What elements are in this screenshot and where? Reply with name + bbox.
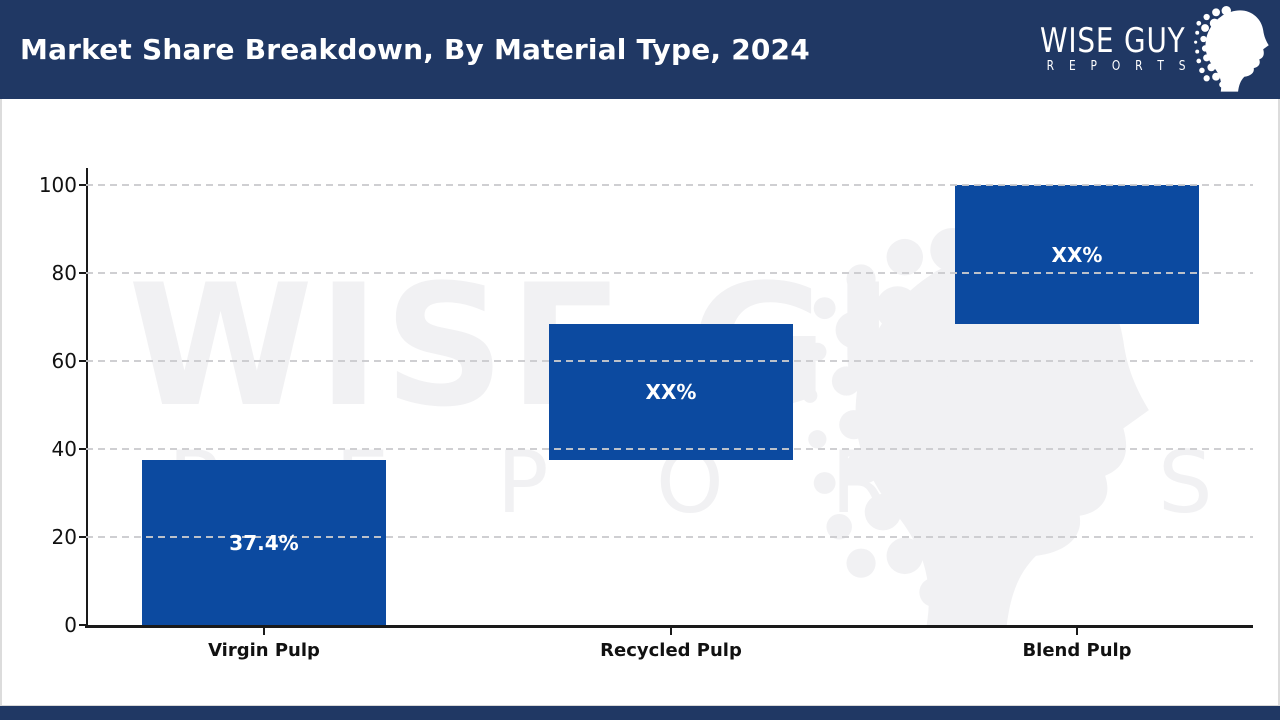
- y-tick-mark: [79, 536, 86, 538]
- gridline-80: [86, 272, 1253, 274]
- y-tick-label: 100: [38, 173, 77, 197]
- x-tick-mark: [1076, 627, 1078, 635]
- gridline-40: [86, 448, 1253, 450]
- x-axis-line: [85, 625, 1253, 628]
- header-bar: Market Share Breakdown, By Material Type…: [0, 0, 1280, 99]
- gridline-60: [86, 360, 1253, 362]
- page-title: Market Share Breakdown, By Material Type…: [20, 33, 810, 66]
- y-tick-label: 40: [51, 437, 77, 461]
- y-axis-line: [86, 168, 88, 627]
- y-tick-label: 0: [64, 613, 77, 637]
- y-tick-label: 80: [51, 261, 77, 285]
- brand-logo-text: WISE GUY R E P O R T S: [1040, 24, 1186, 76]
- bar-value-label: XX%: [1051, 242, 1103, 267]
- y-tick-mark: [79, 360, 86, 362]
- dotted-face-logo-icon: [1194, 6, 1269, 92]
- gridline-100: [86, 184, 1253, 186]
- y-tick-mark: [79, 448, 86, 450]
- chart-plot-area: 37.4% XX% XX% 0 20 40 60 80 100 Virgin Pulp Recycl…: [0, 99, 1280, 706]
- brand-logo-subtitle: R E P O R T S: [1047, 59, 1192, 74]
- brand-logo: WISE GUY R E P O R T S: [1020, 4, 1272, 96]
- y-tick-mark: [79, 272, 86, 274]
- bar-value-label: XX%: [645, 380, 697, 405]
- x-tick-label-recycled-pulp: Recycled Pulp: [600, 640, 742, 661]
- footer-bar: [0, 706, 1280, 720]
- brand-logo-wordmark: WISE GUY: [1040, 21, 1186, 61]
- x-tick-mark: [263, 627, 265, 635]
- bar-blend-pulp[interactable]: [955, 185, 1199, 325]
- bar-value-label: 37.4%: [229, 530, 299, 555]
- x-tick-label-virgin-pulp: Virgin Pulp: [208, 640, 320, 661]
- y-tick-label: 20: [51, 525, 77, 549]
- bar-virgin-pulp[interactable]: [142, 460, 386, 625]
- content-bottom-border: [0, 705, 1280, 706]
- bar-recycled-pulp[interactable]: [549, 324, 793, 461]
- y-tick-label: 60: [51, 349, 77, 373]
- x-tick-mark: [670, 627, 672, 635]
- content-left-border: [0, 99, 2, 705]
- y-tick-mark: [79, 184, 86, 186]
- content-right-border: [1278, 99, 1280, 705]
- x-tick-label-blend-pulp: Blend Pulp: [1022, 640, 1132, 661]
- y-tick-mark: [79, 624, 86, 626]
- gridline-20: [86, 536, 1253, 538]
